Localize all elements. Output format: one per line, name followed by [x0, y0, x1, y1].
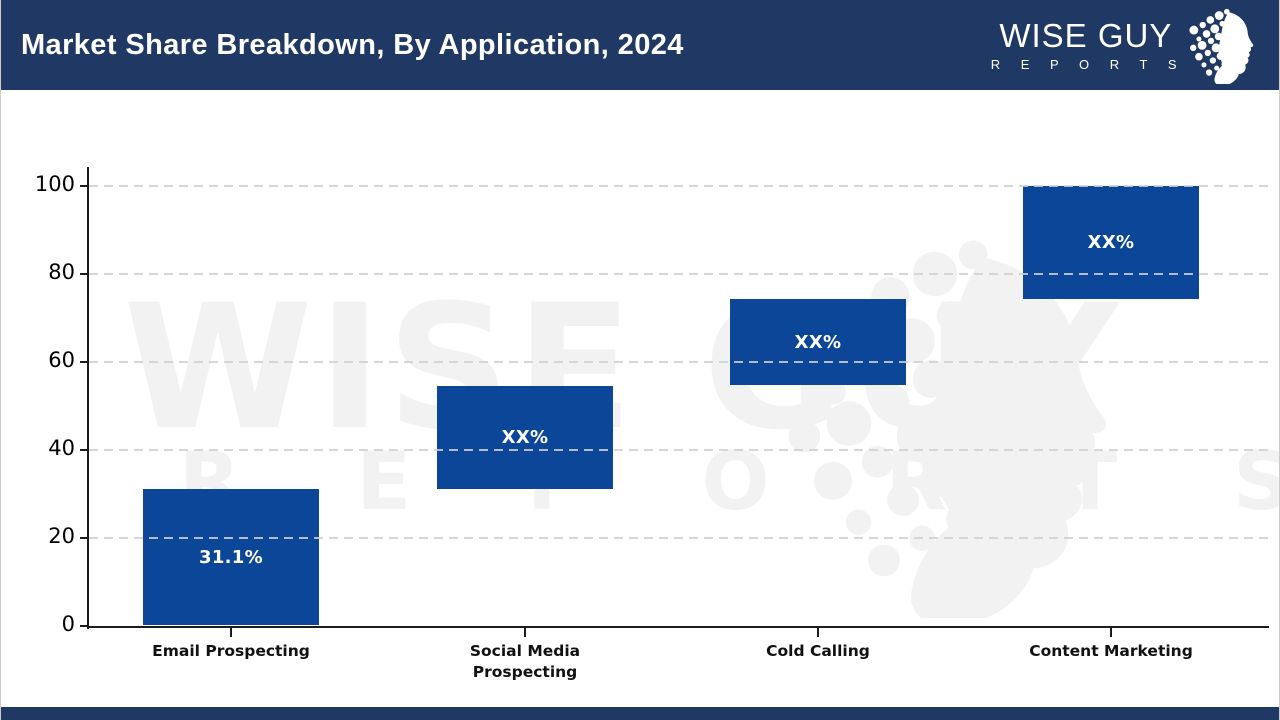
x-tickmark-1	[524, 628, 527, 637]
gridline-40	[89, 448, 1269, 451]
x-tickmark-0	[230, 628, 233, 637]
gridline-20	[89, 536, 1269, 539]
brand-logo: WISE GUY R E P O R T S	[987, 6, 1261, 84]
bar-1: XX%	[437, 385, 613, 489]
bar-value-label: XX%	[501, 426, 549, 448]
category-label-3: Content Marketing	[1029, 642, 1193, 660]
x-axis-line	[87, 626, 1269, 629]
category-label-2: Cold Calling	[766, 642, 870, 660]
gridline-60	[89, 360, 1269, 363]
y-tick-label-0: 0	[61, 611, 75, 636]
bar-value-label: XX%	[1087, 231, 1135, 253]
y-tickmark-100	[80, 185, 89, 188]
y-axis-line	[87, 167, 90, 629]
footer-bar	[1, 707, 1279, 720]
bar-0: 31.1%	[143, 488, 319, 626]
y-tickmark-80	[80, 272, 89, 276]
bar-value-label: XX%	[794, 331, 842, 353]
bar-value-label: 31.1%	[199, 546, 263, 568]
page-title: Market Share Breakdown, By Application, …	[21, 28, 684, 61]
y-tick-label-40: 40	[48, 435, 75, 460]
y-tickmark-60	[80, 360, 89, 364]
y-tickmark-20	[80, 536, 89, 539]
category-label-1: Social Media Prospecting	[469, 642, 581, 681]
watermark-reports-text: R E P O R T S	[179, 435, 1280, 528]
gridline-80	[89, 272, 1269, 275]
y-tickmark-40	[80, 448, 89, 452]
logo-head-icon	[1189, 8, 1254, 84]
header-bar: Market Share Breakdown, By Application, …	[1, 0, 1279, 90]
y-tick-label-60: 60	[48, 347, 75, 372]
y-tick-label-20: 20	[48, 523, 75, 548]
y-tick-label-100: 100	[34, 172, 75, 196]
logo-reports-text: R E P O R T S	[990, 56, 1185, 72]
y-tickmark-0	[80, 624, 89, 627]
gridline-100	[89, 185, 1269, 187]
bar-2: XX%	[730, 298, 906, 386]
logo-wiseguy-text: WISE GUY	[999, 16, 1173, 54]
x-tickmark-3	[1110, 628, 1113, 637]
category-label-0: Email Prospecting	[152, 642, 310, 660]
bar-3: XX%	[1023, 186, 1199, 299]
x-tickmark-2	[817, 628, 820, 637]
y-tick-label-80: 80	[48, 259, 75, 284]
